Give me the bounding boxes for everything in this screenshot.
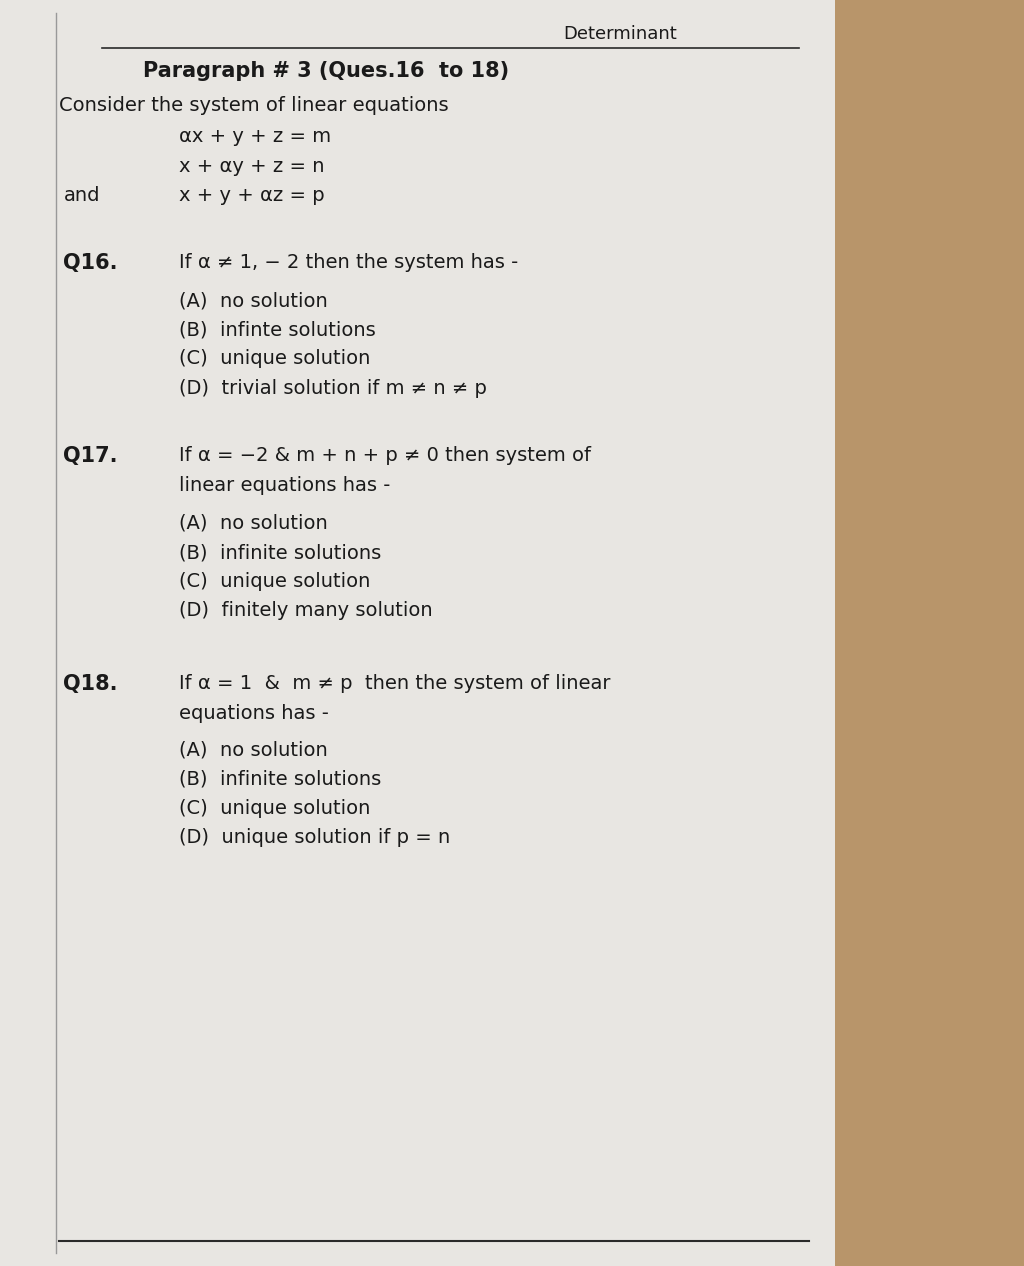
Text: Q17.: Q17. (63, 446, 118, 466)
Text: Paragraph # 3 (Ques.16  to 18): Paragraph # 3 (Ques.16 to 18) (143, 61, 510, 81)
Text: Q16.: Q16. (63, 253, 118, 273)
Text: (B)  infinite solutions: (B) infinite solutions (179, 770, 382, 789)
Text: Consider the system of linear equations: Consider the system of linear equations (59, 96, 449, 115)
Text: If α = 1  &  m ≠ p  then the system of linear: If α = 1 & m ≠ p then the system of line… (179, 674, 610, 693)
Text: (C)  unique solution: (C) unique solution (179, 349, 371, 368)
Text: (C)  unique solution: (C) unique solution (179, 572, 371, 591)
Text: (B)  infinte solutions: (B) infinte solutions (179, 320, 376, 339)
Text: If α = −2 & m + n + p ≠ 0 then system of: If α = −2 & m + n + p ≠ 0 then system of (179, 446, 591, 465)
Text: (D)  trivial solution if m ≠ n ≠ p: (D) trivial solution if m ≠ n ≠ p (179, 379, 487, 398)
Text: (C)  unique solution: (C) unique solution (179, 799, 371, 818)
Text: linear equations has -: linear equations has - (179, 476, 390, 495)
Text: Determinant: Determinant (563, 25, 677, 43)
Text: and: and (63, 186, 100, 205)
Text: x + αy + z = n: x + αy + z = n (179, 157, 325, 176)
Text: x + y + αz = p: x + y + αz = p (179, 186, 325, 205)
Text: equations has -: equations has - (179, 704, 329, 723)
Text: (D)  finitely many solution: (D) finitely many solution (179, 601, 433, 620)
Text: (A)  no solution: (A) no solution (179, 741, 328, 760)
Text: (A)  no solution: (A) no solution (179, 514, 328, 533)
Text: (D)  unique solution if p = n: (D) unique solution if p = n (179, 828, 451, 847)
Text: (A)  no solution: (A) no solution (179, 291, 328, 310)
Text: αx + y + z = m: αx + y + z = m (179, 127, 332, 146)
Text: Q18.: Q18. (63, 674, 118, 694)
Text: (B)  infinite solutions: (B) infinite solutions (179, 543, 382, 562)
FancyBboxPatch shape (0, 0, 835, 1266)
Text: If α ≠ 1, − 2 then the system has -: If α ≠ 1, − 2 then the system has - (179, 253, 518, 272)
